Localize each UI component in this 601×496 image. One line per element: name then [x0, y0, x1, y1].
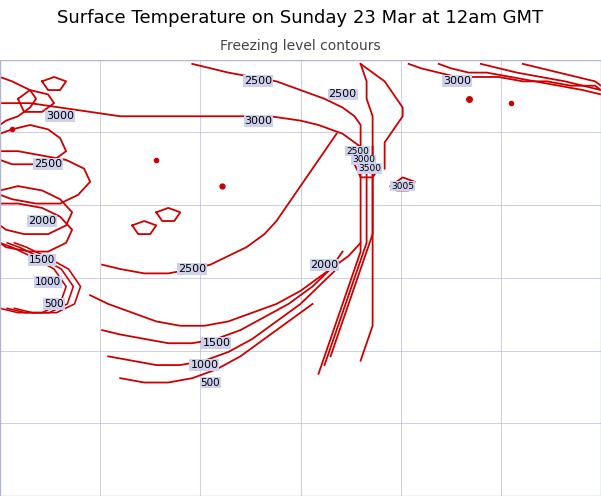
Text: 3500: 3500 — [358, 164, 381, 173]
Text: 1000: 1000 — [35, 277, 61, 287]
Text: 1500: 1500 — [29, 255, 55, 265]
Text: 2000: 2000 — [311, 260, 338, 270]
Text: 2500: 2500 — [178, 264, 206, 274]
Text: 2500: 2500 — [346, 147, 369, 156]
Text: 1500: 1500 — [203, 338, 230, 348]
Text: Surface Temperature on Sunday 23 Mar at 12am GMT: Surface Temperature on Sunday 23 Mar at … — [58, 9, 543, 27]
Text: 3000: 3000 — [443, 76, 471, 86]
Text: 1000: 1000 — [191, 360, 218, 370]
Text: 3000: 3000 — [245, 116, 272, 125]
Text: 2500: 2500 — [329, 89, 356, 99]
Text: 3000: 3000 — [46, 111, 74, 121]
Text: 500: 500 — [44, 299, 64, 309]
Text: 2500: 2500 — [245, 76, 272, 86]
Text: Freezing level contours: Freezing level contours — [220, 39, 381, 54]
Text: 500: 500 — [201, 377, 220, 387]
Text: 3005: 3005 — [391, 182, 414, 190]
Text: 2500: 2500 — [34, 159, 62, 169]
Text: 2000: 2000 — [28, 216, 56, 226]
Text: 3000: 3000 — [352, 155, 375, 164]
